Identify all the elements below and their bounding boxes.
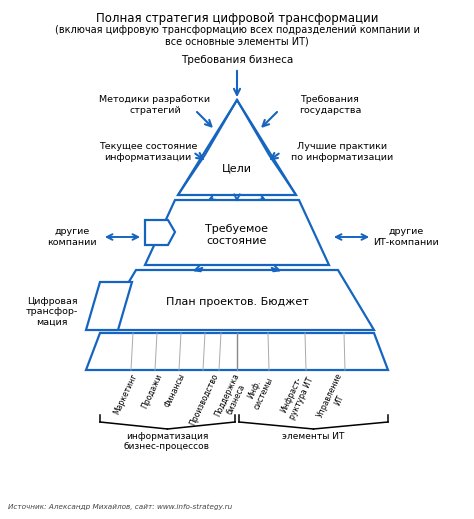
Polygon shape	[100, 270, 374, 330]
Text: Полная стратегия цифровой трансформации: Полная стратегия цифровой трансформации	[96, 12, 378, 25]
Polygon shape	[178, 100, 296, 195]
Text: Инф.
системы: Инф. системы	[243, 372, 275, 411]
Text: Производство: Производство	[188, 372, 220, 427]
Text: Лучшие практики
по информатизации: Лучшие практики по информатизации	[291, 142, 393, 162]
Text: информатизация
бизнес-процессов: информатизация бизнес-процессов	[124, 432, 210, 452]
Text: все основные элементы ИТ): все основные элементы ИТ)	[165, 36, 309, 46]
Text: Продажи: Продажи	[140, 372, 164, 409]
Text: Финансы: Финансы	[163, 372, 187, 409]
Text: Источник: Александр Михайлов, сайт: www.info-strategy.ru: Источник: Александр Михайлов, сайт: www.…	[8, 504, 232, 510]
Text: Управление
ИТ: Управление ИТ	[316, 372, 354, 424]
Polygon shape	[86, 333, 388, 370]
Text: Текущее состояние
информатизации: Текущее состояние информатизации	[99, 142, 197, 162]
Text: другие
ИТ-компании: другие ИТ-компании	[373, 227, 439, 247]
Text: (включая цифровую трансформацию всех подразделений компании и: (включая цифровую трансформацию всех под…	[55, 25, 419, 35]
Polygon shape	[86, 282, 132, 330]
Text: Требования бизнеса: Требования бизнеса	[181, 55, 293, 65]
Text: Поддержка
бизнеса: Поддержка бизнеса	[213, 372, 250, 422]
Text: другие
компании: другие компании	[47, 227, 97, 247]
Text: Цели: Цели	[222, 163, 252, 173]
Text: Методики разработки
стратегий: Методики разработки стратегий	[100, 95, 210, 115]
Text: элементы ИТ: элементы ИТ	[282, 432, 344, 441]
Text: План проектов. Бюджет: План проектов. Бюджет	[165, 297, 309, 307]
Text: Требуемое
состояние: Требуемое состояние	[206, 224, 268, 246]
Text: Маркетинг: Маркетинг	[112, 372, 139, 416]
Text: Цифровая
трансфор-
мация: Цифровая трансфор- мация	[26, 297, 78, 327]
Text: Требования
государства: Требования государства	[299, 95, 361, 115]
Polygon shape	[145, 220, 175, 245]
Polygon shape	[145, 200, 329, 265]
Text: Инфраст-
руктура ИТ: Инфраст- руктура ИТ	[278, 372, 315, 421]
